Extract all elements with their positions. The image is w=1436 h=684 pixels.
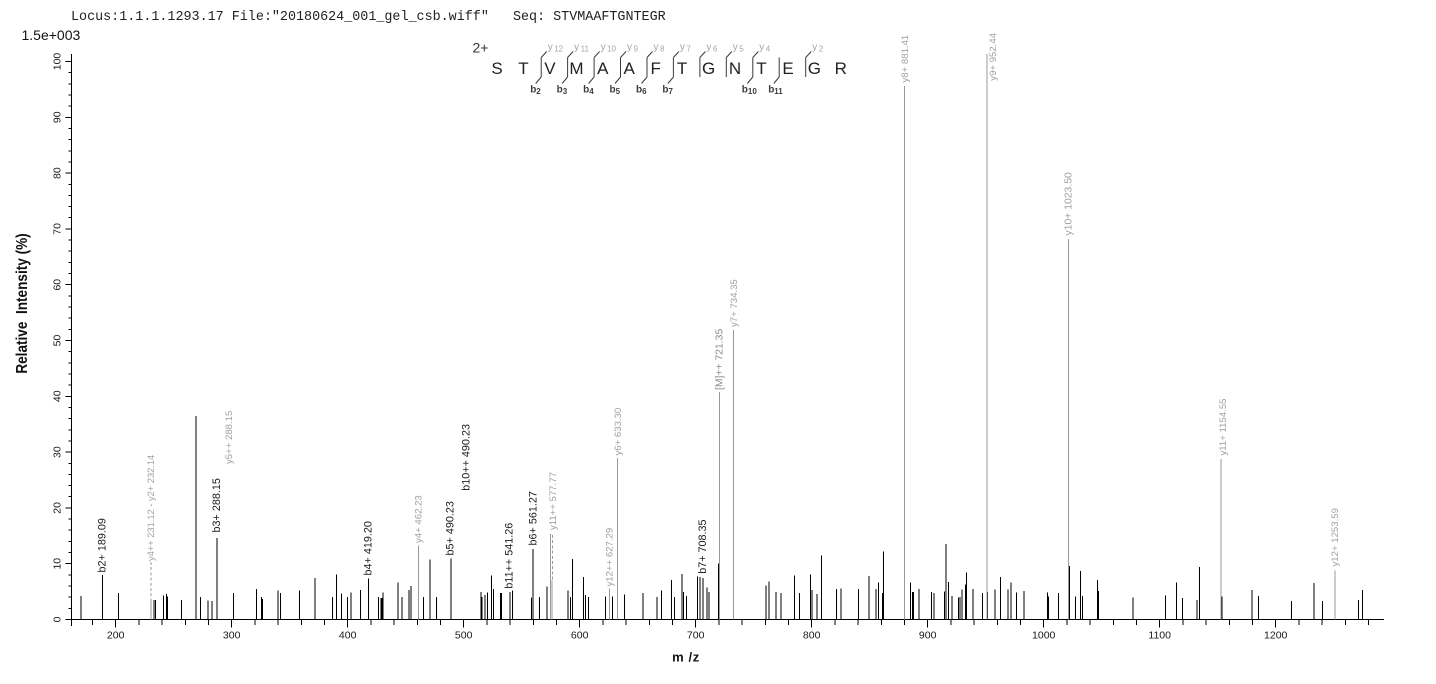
svg-text:1200: 1200: [1264, 630, 1288, 642]
svg-text:300: 300: [223, 630, 241, 642]
svg-text:y10: y 10: [601, 42, 617, 54]
svg-text:F: F: [651, 59, 661, 78]
svg-text:400: 400: [339, 630, 357, 642]
svg-text:E: E: [782, 59, 793, 78]
svg-text:y10+ 1023.50: y10+ 1023.50: [1064, 172, 1075, 235]
svg-text:b2+ 189.09: b2+ 189.09: [97, 518, 109, 572]
svg-text:T: T: [677, 59, 687, 78]
svg-text:T: T: [518, 59, 528, 78]
svg-text:y4+ 462.23: y4+ 462.23: [414, 495, 425, 543]
svg-text:b11++ 541.26: b11++ 541.26: [504, 523, 516, 589]
svg-text:40: 40: [52, 390, 64, 402]
svg-text:y12++ 627.29: y12++ 627.29: [605, 528, 616, 587]
svg-text:1100: 1100: [1148, 630, 1171, 642]
svg-text:y7: y7: [680, 42, 692, 54]
svg-text:y4: y4: [759, 42, 771, 54]
svg-text:b4+ 419.20: b4+ 419.20: [363, 521, 375, 575]
svg-text:G: G: [702, 59, 715, 78]
svg-text:90: 90: [52, 111, 64, 123]
svg-text:y8: y8: [654, 42, 666, 54]
svg-text:M: M: [569, 59, 583, 78]
svg-text:m /z: m /z: [672, 650, 700, 665]
svg-text:y5++ 288.15: y5++ 288.15: [224, 411, 235, 464]
svg-text:b6+ 561.27: b6+ 561.27: [527, 491, 539, 545]
svg-text:y2: y2: [812, 42, 824, 54]
svg-text:y9+ 952.44: y9+ 952.44: [988, 32, 999, 80]
svg-text:70: 70: [52, 223, 64, 235]
svg-text:b6: b6: [636, 85, 647, 97]
svg-text:b5: b5: [610, 85, 621, 97]
svg-text:600: 600: [571, 630, 589, 642]
svg-text:y9: y9: [627, 42, 639, 54]
svg-text:500: 500: [455, 630, 473, 642]
svg-text:y8+ 881.41: y8+ 881.41: [900, 35, 911, 83]
svg-text:V: V: [544, 59, 556, 78]
svg-text:b11: b11: [768, 85, 783, 97]
svg-text:b10: b10: [742, 85, 758, 97]
svg-text:1000: 1000: [1032, 630, 1056, 642]
svg-text:900: 900: [919, 630, 937, 642]
svg-text:A: A: [624, 59, 636, 78]
svg-text:1.5e+003: 1.5e+003: [22, 27, 81, 43]
svg-text:30: 30: [52, 446, 64, 458]
svg-text:G: G: [808, 59, 821, 78]
svg-text:y6+ 633.30: y6+ 633.30: [613, 408, 624, 456]
svg-text:T: T: [756, 59, 766, 78]
svg-text:b3: b3: [557, 85, 568, 97]
svg-text:10: 10: [52, 558, 64, 570]
svg-text:b5+ 490.23: b5+ 490.23: [445, 501, 457, 555]
svg-text:80: 80: [52, 167, 64, 179]
svg-text:S: S: [491, 59, 502, 78]
svg-text:y6: y6: [706, 42, 718, 54]
svg-text:b7: b7: [662, 85, 673, 97]
svg-text:y5: y5: [733, 42, 745, 54]
svg-text:100: 100: [52, 53, 64, 71]
svg-text:800: 800: [803, 630, 821, 642]
svg-text:20: 20: [52, 502, 64, 514]
svg-text:Relative Intensity (%): Relative Intensity (%): [14, 233, 31, 373]
svg-text:b4: b4: [583, 85, 594, 97]
svg-text:2+: 2+: [473, 39, 489, 55]
svg-text:b3+ 288.15: b3+ 288.15: [211, 478, 223, 532]
svg-text:b7+ 708.35: b7+ 708.35: [697, 519, 709, 573]
svg-text:y11+ 1154.55: y11+ 1154.55: [1218, 399, 1229, 456]
svg-text:60: 60: [52, 279, 64, 291]
svg-text:50: 50: [52, 335, 64, 347]
svg-text:y12: y 12: [548, 42, 564, 54]
svg-text:R: R: [835, 59, 847, 78]
svg-text:y11: y 11: [574, 42, 589, 54]
svg-text:b2: b2: [530, 85, 541, 97]
svg-text:0: 0: [52, 616, 64, 622]
svg-text:y7+ 734.35: y7+ 734.35: [729, 279, 740, 327]
svg-text:200: 200: [107, 630, 125, 642]
svg-text:A: A: [597, 59, 609, 78]
svg-text:700: 700: [687, 630, 705, 642]
svg-text:y12+ 1253.59: y12+ 1253.59: [1330, 508, 1341, 566]
svg-text:Locus:1.1.1.1293.17 File:"2018: Locus:1.1.1.1293.17 File:"20180624_001_g…: [71, 10, 666, 25]
svg-text:N: N: [729, 59, 741, 78]
svg-text:y11++ 577.77: y11++ 577.77: [548, 472, 559, 530]
svg-text:[M]++ 721.35: [M]++ 721.35: [715, 329, 726, 390]
svg-text:b10++ 490.23: b10++ 490.23: [461, 424, 473, 491]
svg-text:y4++ 231.12 - y2+ 232.14: y4++ 231.12 - y2+ 232.14: [146, 455, 156, 561]
